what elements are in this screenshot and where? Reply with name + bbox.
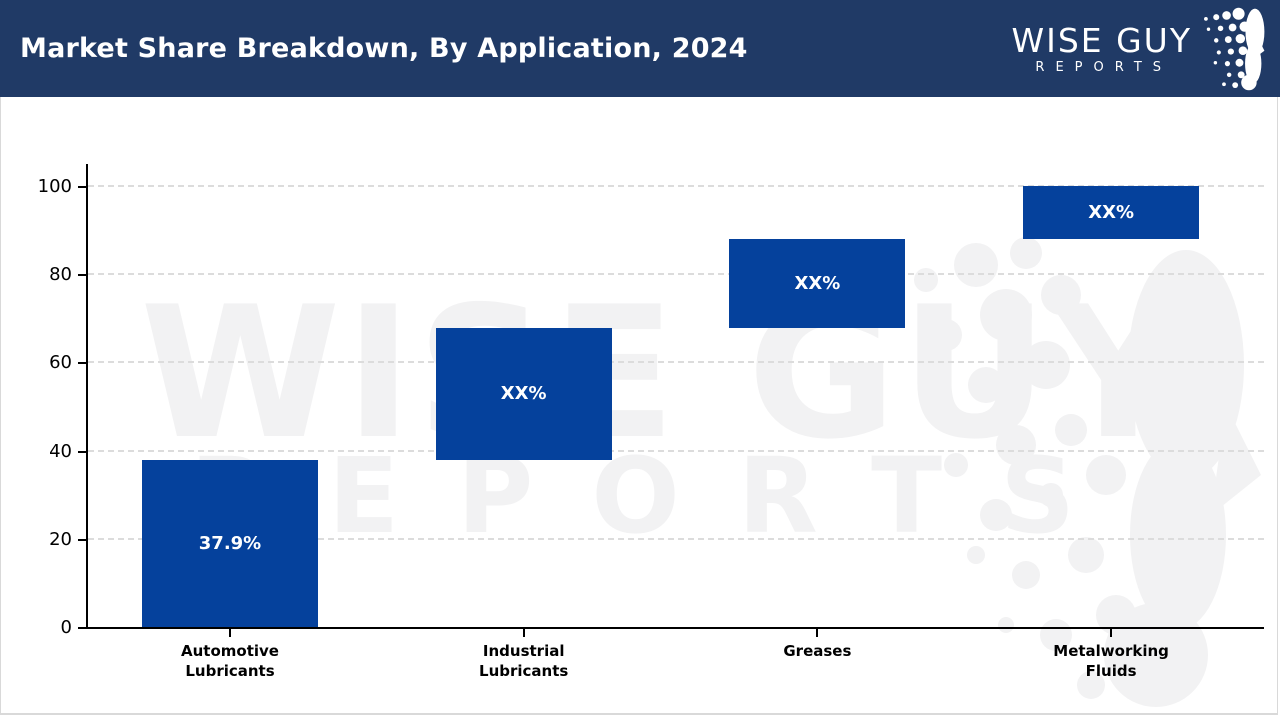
x-category-label: Automotive Lubricants xyxy=(181,642,279,681)
y-tick-80 xyxy=(78,274,86,277)
bar-segment: XX% xyxy=(1023,186,1200,240)
bar-value-label: XX% xyxy=(500,383,547,405)
gridline-40 xyxy=(88,449,1264,452)
bar-value-label: 37.9% xyxy=(198,532,262,554)
x-tick xyxy=(522,629,525,637)
y-axis-line xyxy=(86,164,88,629)
y-tick-40 xyxy=(78,450,86,453)
x-tick xyxy=(229,629,231,637)
page-title: Market Share Breakdown, By Application, … xyxy=(20,33,748,64)
y-tick-20 xyxy=(78,538,86,541)
x-category-label: Industrial Lubricants xyxy=(479,642,569,681)
gridline-60 xyxy=(88,361,1264,364)
bar-segment: XX% xyxy=(435,327,612,460)
x-tick xyxy=(816,629,819,637)
y-tick-label-80: 80 xyxy=(49,264,72,286)
y-tick-label-0: 0 xyxy=(60,617,72,638)
y-tick-100 xyxy=(78,186,86,188)
y-tick-label-100: 100 xyxy=(37,176,72,197)
gridline-20 xyxy=(88,537,1264,540)
brand-name: WISE GUY xyxy=(1011,20,1192,60)
watermark-dotted-head-icon xyxy=(914,237,1261,707)
x-axis-line xyxy=(86,627,1264,629)
gridline-100 xyxy=(88,185,1264,187)
brand-subname: REPORTS xyxy=(1035,59,1173,75)
dotted-face-icon xyxy=(1204,7,1265,90)
y-tick-0 xyxy=(78,627,86,629)
watermark-layer: WISE GUY REPORTS xyxy=(0,97,1280,716)
bar-segment: XX% xyxy=(729,239,906,328)
x-category-label: Greases xyxy=(783,642,852,660)
x-tick xyxy=(1110,629,1113,637)
brand-logo: WISE GUY REPORTS xyxy=(1011,6,1266,92)
bar-value-label: XX% xyxy=(794,272,841,294)
y-tick-label-60: 60 xyxy=(49,352,72,374)
bar-segment: 37.9% xyxy=(142,459,318,627)
y-tick-60 xyxy=(78,362,86,365)
y-tick-label-40: 40 xyxy=(49,440,72,462)
brand-logo-text: WISE GUY REPORTS xyxy=(1011,24,1192,74)
watermark-subtext: REPORTS xyxy=(190,435,1134,557)
gridline-80 xyxy=(88,273,1264,276)
bar-value-label: XX% xyxy=(1088,202,1134,224)
x-category-label: Metalworking Fluids xyxy=(1053,642,1169,681)
header: Market Share Breakdown, By Application, … xyxy=(0,0,1280,97)
y-tick-label-20: 20 xyxy=(49,528,72,550)
